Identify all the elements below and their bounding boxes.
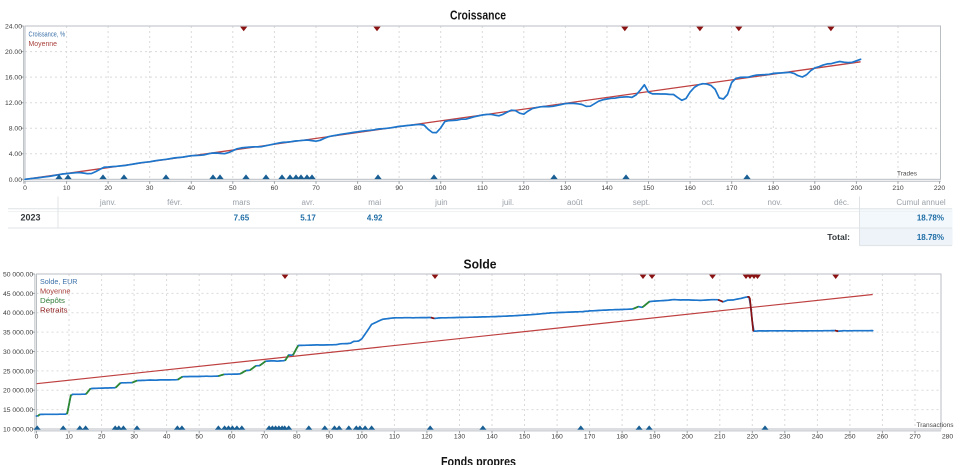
svg-text:90: 90 bbox=[395, 185, 403, 192]
svg-text:Total:: Total: bbox=[827, 232, 850, 242]
svg-text:170: 170 bbox=[726, 185, 738, 192]
svg-text:130: 130 bbox=[560, 185, 572, 192]
svg-text:4.92: 4.92 bbox=[367, 214, 383, 223]
svg-text:oct.: oct. bbox=[702, 198, 715, 207]
svg-text:220: 220 bbox=[747, 434, 759, 441]
svg-text:30: 30 bbox=[146, 185, 154, 192]
svg-text:Dépôts: Dépôts bbox=[40, 298, 66, 305]
svg-text:7.65: 7.65 bbox=[234, 214, 250, 223]
svg-text:25 000.00: 25 000.00 bbox=[3, 368, 33, 375]
svg-text:30 000.00: 30 000.00 bbox=[3, 349, 33, 356]
svg-text:Fonds propres: Fonds propres bbox=[441, 454, 516, 465]
svg-text:190: 190 bbox=[649, 434, 661, 441]
svg-text:sept.: sept. bbox=[633, 198, 650, 207]
svg-text:100: 100 bbox=[435, 185, 447, 192]
svg-text:Moyenne: Moyenne bbox=[40, 289, 71, 296]
svg-text:70: 70 bbox=[261, 434, 269, 441]
svg-text:Croissance, %: Croissance, % bbox=[29, 31, 66, 38]
svg-text:Retraits: Retraits bbox=[40, 308, 68, 315]
svg-text:140: 140 bbox=[601, 185, 613, 192]
svg-text:20: 20 bbox=[98, 434, 106, 441]
svg-text:220: 220 bbox=[934, 185, 946, 192]
svg-text:juil.: juil. bbox=[501, 198, 514, 207]
svg-text:230: 230 bbox=[779, 434, 791, 441]
svg-text:0.00: 0.00 bbox=[9, 177, 22, 184]
svg-text:60: 60 bbox=[228, 434, 236, 441]
svg-text:5.17: 5.17 bbox=[300, 214, 316, 223]
svg-text:35 000.00: 35 000.00 bbox=[3, 330, 33, 337]
svg-text:280: 280 bbox=[942, 434, 954, 441]
svg-text:200: 200 bbox=[851, 185, 863, 192]
svg-text:240: 240 bbox=[812, 434, 824, 441]
svg-text:40: 40 bbox=[188, 185, 196, 192]
svg-text:210: 210 bbox=[714, 434, 726, 441]
svg-text:8.00: 8.00 bbox=[9, 126, 22, 133]
svg-text:50: 50 bbox=[229, 185, 237, 192]
svg-text:210: 210 bbox=[892, 185, 904, 192]
svg-text:10: 10 bbox=[63, 185, 71, 192]
svg-text:Cumul annuel: Cumul annuel bbox=[896, 198, 946, 207]
svg-text:120: 120 bbox=[421, 434, 433, 441]
svg-text:20 000.00: 20 000.00 bbox=[3, 388, 33, 395]
svg-text:150: 150 bbox=[519, 434, 531, 441]
svg-text:janv.: janv. bbox=[99, 198, 116, 207]
svg-text:18.78%: 18.78% bbox=[917, 233, 944, 242]
svg-text:30: 30 bbox=[130, 434, 138, 441]
svg-text:110: 110 bbox=[389, 434, 400, 441]
svg-text:150: 150 bbox=[643, 185, 655, 192]
svg-text:nov.: nov. bbox=[768, 198, 783, 207]
svg-text:80: 80 bbox=[293, 434, 301, 441]
svg-text:200: 200 bbox=[682, 434, 694, 441]
svg-text:140: 140 bbox=[486, 434, 498, 441]
svg-text:Croissance: Croissance bbox=[450, 8, 506, 23]
svg-text:40: 40 bbox=[163, 434, 171, 441]
svg-text:0: 0 bbox=[23, 185, 27, 192]
svg-text:20: 20 bbox=[104, 185, 112, 192]
svg-text:40 000.00: 40 000.00 bbox=[3, 310, 33, 317]
svg-text:Moyenne: Moyenne bbox=[29, 41, 58, 48]
svg-text:90: 90 bbox=[326, 434, 334, 441]
svg-text:60: 60 bbox=[271, 185, 279, 192]
svg-text:Trades: Trades bbox=[897, 171, 918, 178]
svg-text:avr.: avr. bbox=[302, 198, 315, 207]
svg-text:250: 250 bbox=[844, 434, 856, 441]
svg-text:160: 160 bbox=[551, 434, 563, 441]
svg-text:juin: juin bbox=[434, 198, 447, 207]
svg-text:12.00: 12.00 bbox=[5, 100, 22, 107]
svg-text:Solde, EUR: Solde, EUR bbox=[40, 279, 78, 286]
svg-text:270: 270 bbox=[909, 434, 921, 441]
svg-text:190: 190 bbox=[809, 185, 821, 192]
svg-text:180: 180 bbox=[768, 185, 780, 192]
svg-text:août: août bbox=[567, 198, 583, 207]
svg-text:10 000.00: 10 000.00 bbox=[3, 426, 33, 433]
svg-text:10: 10 bbox=[65, 434, 73, 441]
svg-text:Solde: Solde bbox=[464, 257, 497, 272]
svg-text:70: 70 bbox=[312, 185, 320, 192]
svg-text:130: 130 bbox=[454, 434, 466, 441]
svg-text:45 000.00: 45 000.00 bbox=[3, 291, 33, 298]
svg-text:déc.: déc. bbox=[834, 198, 849, 207]
svg-text:16.00: 16.00 bbox=[5, 75, 22, 82]
svg-text:févr.: févr. bbox=[167, 198, 182, 207]
svg-text:0: 0 bbox=[35, 434, 39, 441]
svg-text:2023: 2023 bbox=[20, 213, 40, 223]
svg-text:80: 80 bbox=[354, 185, 362, 192]
svg-text:170: 170 bbox=[584, 434, 596, 441]
svg-text:100: 100 bbox=[356, 434, 368, 441]
svg-text:120: 120 bbox=[518, 185, 530, 192]
svg-text:160: 160 bbox=[684, 185, 696, 192]
svg-text:24.00: 24.00 bbox=[5, 23, 22, 30]
svg-text:50 000.00: 50 000.00 bbox=[3, 271, 33, 278]
svg-text:18.78%: 18.78% bbox=[917, 214, 944, 223]
svg-text:mars: mars bbox=[233, 198, 251, 207]
svg-text:110: 110 bbox=[477, 185, 488, 192]
svg-text:Transactions: Transactions bbox=[917, 422, 955, 429]
svg-text:20.00: 20.00 bbox=[5, 49, 22, 56]
svg-text:4.00: 4.00 bbox=[9, 151, 22, 158]
svg-text:50: 50 bbox=[195, 434, 203, 441]
svg-text:260: 260 bbox=[877, 434, 889, 441]
svg-text:15 000.00: 15 000.00 bbox=[3, 407, 33, 414]
svg-text:mai: mai bbox=[368, 198, 381, 207]
svg-text:180: 180 bbox=[616, 434, 628, 441]
